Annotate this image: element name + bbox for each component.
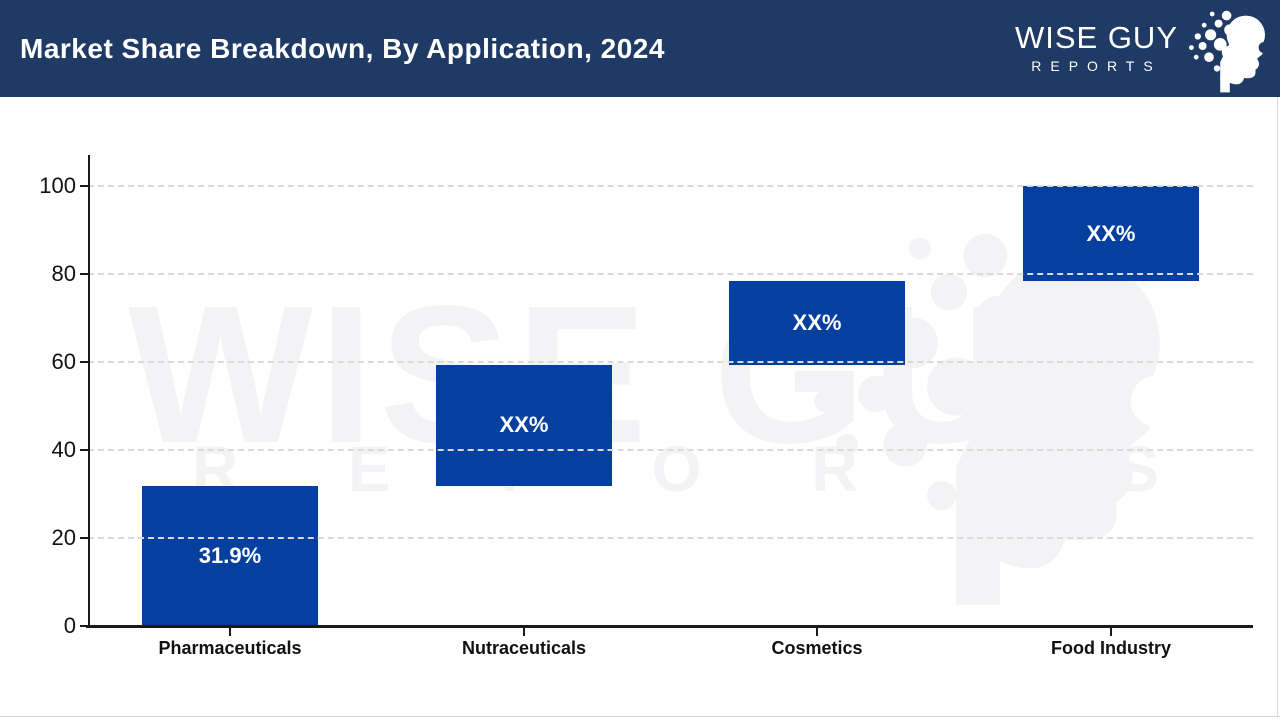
x-label-food-industry: Food Industry bbox=[1051, 638, 1171, 658]
x-axis-tick-2 bbox=[523, 628, 525, 636]
bar-value-label: 31.9% bbox=[198, 542, 262, 568]
y-tick-label-40: 40 bbox=[51, 437, 76, 462]
image-right-border bbox=[1277, 97, 1278, 717]
y-axis-tick-20 bbox=[80, 537, 88, 539]
chart-title: Market Share Breakdown, By Application, … bbox=[20, 32, 665, 64]
y-axis-line bbox=[88, 155, 90, 628]
image-bottom-border bbox=[0, 716, 1280, 717]
gridline-100 bbox=[88, 185, 1253, 187]
logo-text: WISE GUY REPORTS bbox=[1015, 20, 1178, 74]
logo-subtitle: REPORTS bbox=[1031, 58, 1162, 74]
x-label-nutraceuticals: Nutraceuticals bbox=[461, 638, 587, 658]
bar-cosmetics: XX% bbox=[729, 281, 905, 366]
bar-pharmaceuticals: 31.9% bbox=[142, 485, 318, 626]
y-axis-tick-40 bbox=[80, 449, 88, 451]
y-axis-tick-80 bbox=[80, 273, 88, 275]
dotted-head-icon bbox=[1189, 10, 1266, 93]
y-tick-label-20: 20 bbox=[51, 525, 76, 550]
x-axis-line bbox=[86, 625, 1253, 628]
y-axis-tick-0 bbox=[80, 625, 88, 627]
header-band: Market Share Breakdown, By Application, … bbox=[0, 0, 1280, 97]
gridline-40 bbox=[88, 449, 1253, 451]
gridline-20 bbox=[88, 537, 1253, 539]
x-axis-tick-3 bbox=[816, 628, 818, 636]
bar-value-label: XX% bbox=[499, 412, 549, 438]
x-label-cosmetics: Cosmetics bbox=[771, 638, 863, 658]
bar-food-industry: XX% bbox=[1023, 186, 1199, 282]
y-tick-label-60: 60 bbox=[51, 349, 76, 374]
x-axis-tick-1 bbox=[229, 628, 231, 636]
y-axis-tick-60 bbox=[80, 361, 88, 363]
bar-value-label: XX% bbox=[1086, 220, 1136, 246]
y-axis-tick-100 bbox=[80, 185, 88, 187]
wise-guy-reports-logo: WISE GUY REPORTS bbox=[996, 4, 1266, 94]
bar-nutraceuticals: XX% bbox=[436, 365, 612, 486]
y-tick-label-0: 0 bbox=[63, 613, 76, 638]
x-axis-tick-4 bbox=[1110, 628, 1112, 636]
gridline-60 bbox=[88, 361, 1253, 363]
bar-value-label: XX% bbox=[792, 310, 842, 336]
logo-wordmark: WISE GUY bbox=[1014, 20, 1178, 55]
y-tick-label-80: 80 bbox=[51, 261, 76, 286]
y-tick-label-100: 100 bbox=[39, 173, 76, 198]
gridline-80 bbox=[88, 273, 1253, 275]
x-label-pharmaceuticals: Pharmaceuticals bbox=[158, 638, 302, 658]
